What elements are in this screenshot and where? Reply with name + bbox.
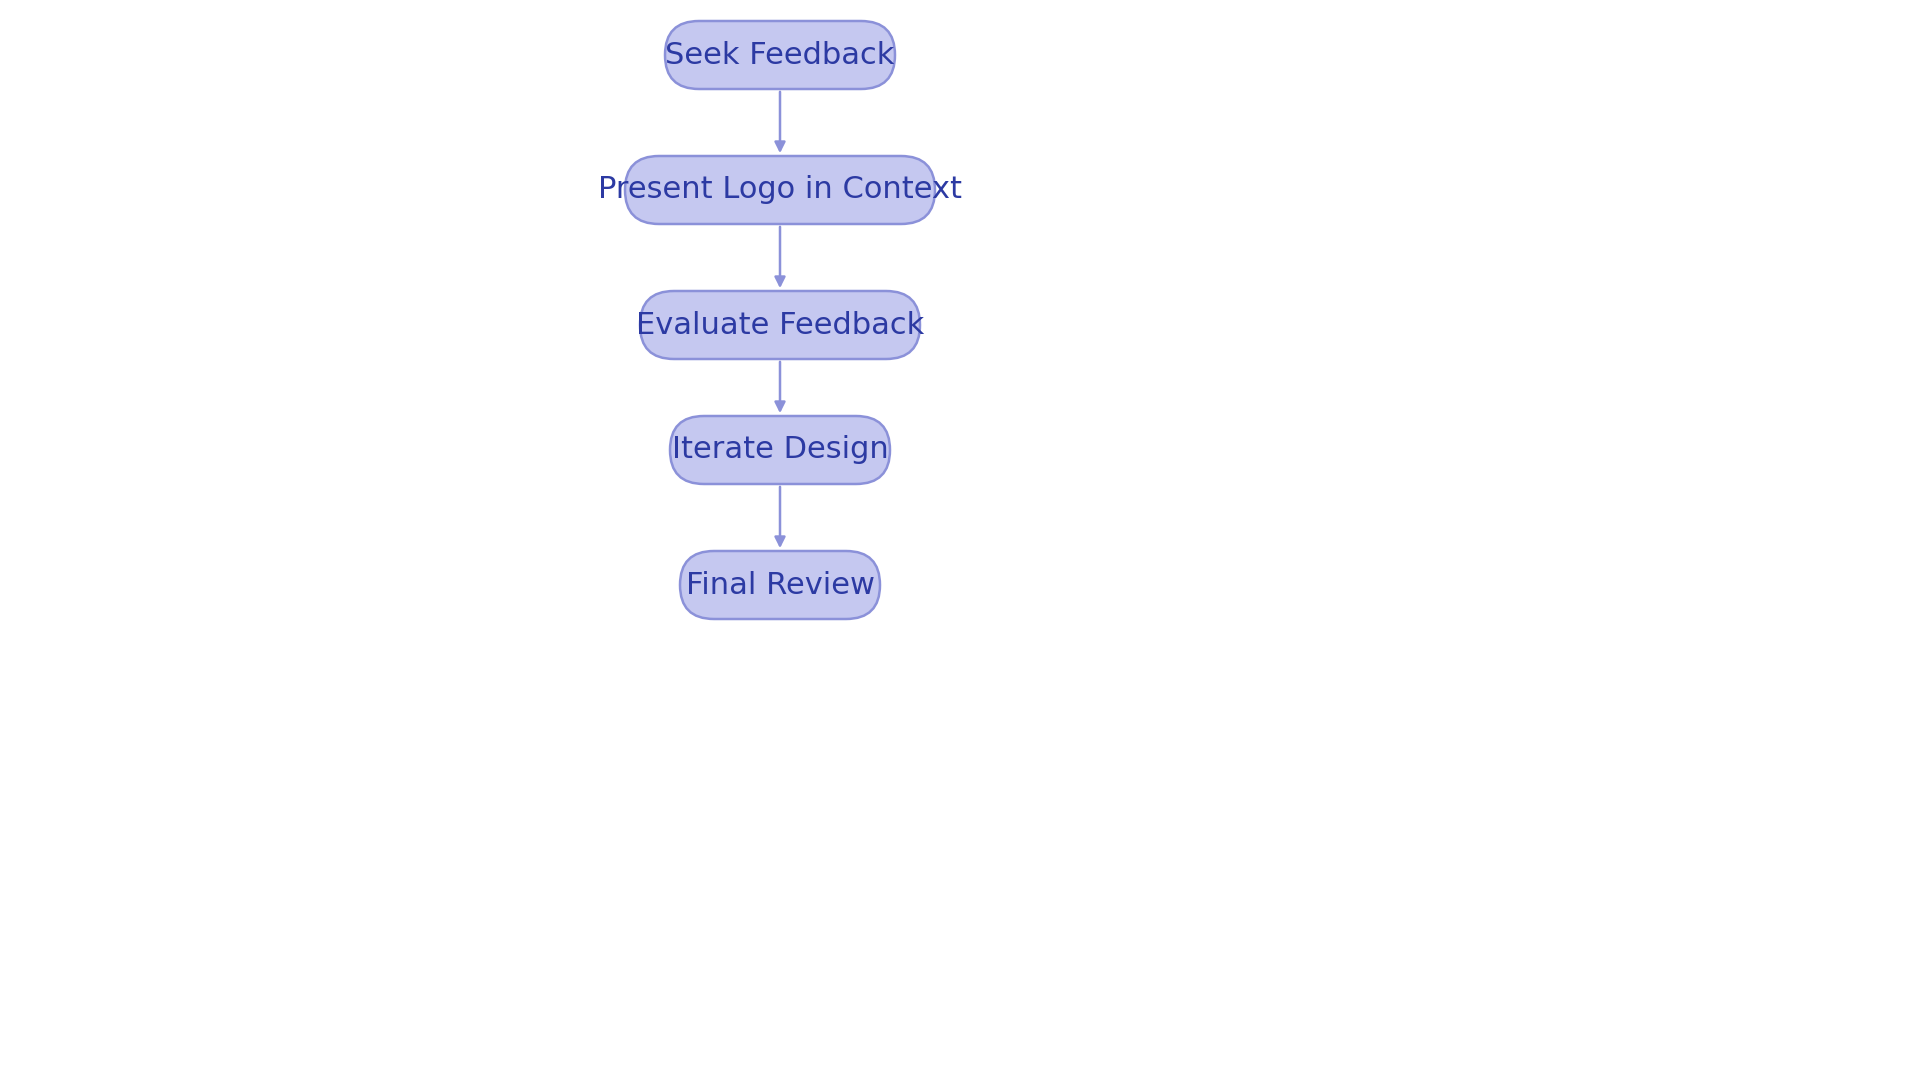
Text: Final Review: Final Review (685, 571, 874, 600)
FancyBboxPatch shape (670, 416, 891, 484)
FancyBboxPatch shape (664, 21, 895, 89)
Text: Present Logo in Context: Present Logo in Context (597, 175, 962, 205)
FancyBboxPatch shape (639, 291, 920, 358)
FancyBboxPatch shape (626, 156, 935, 224)
FancyBboxPatch shape (680, 551, 879, 619)
Text: Evaluate Feedback: Evaluate Feedback (636, 311, 924, 339)
Text: Iterate Design: Iterate Design (672, 435, 889, 465)
Text: Seek Feedback: Seek Feedback (666, 40, 895, 69)
